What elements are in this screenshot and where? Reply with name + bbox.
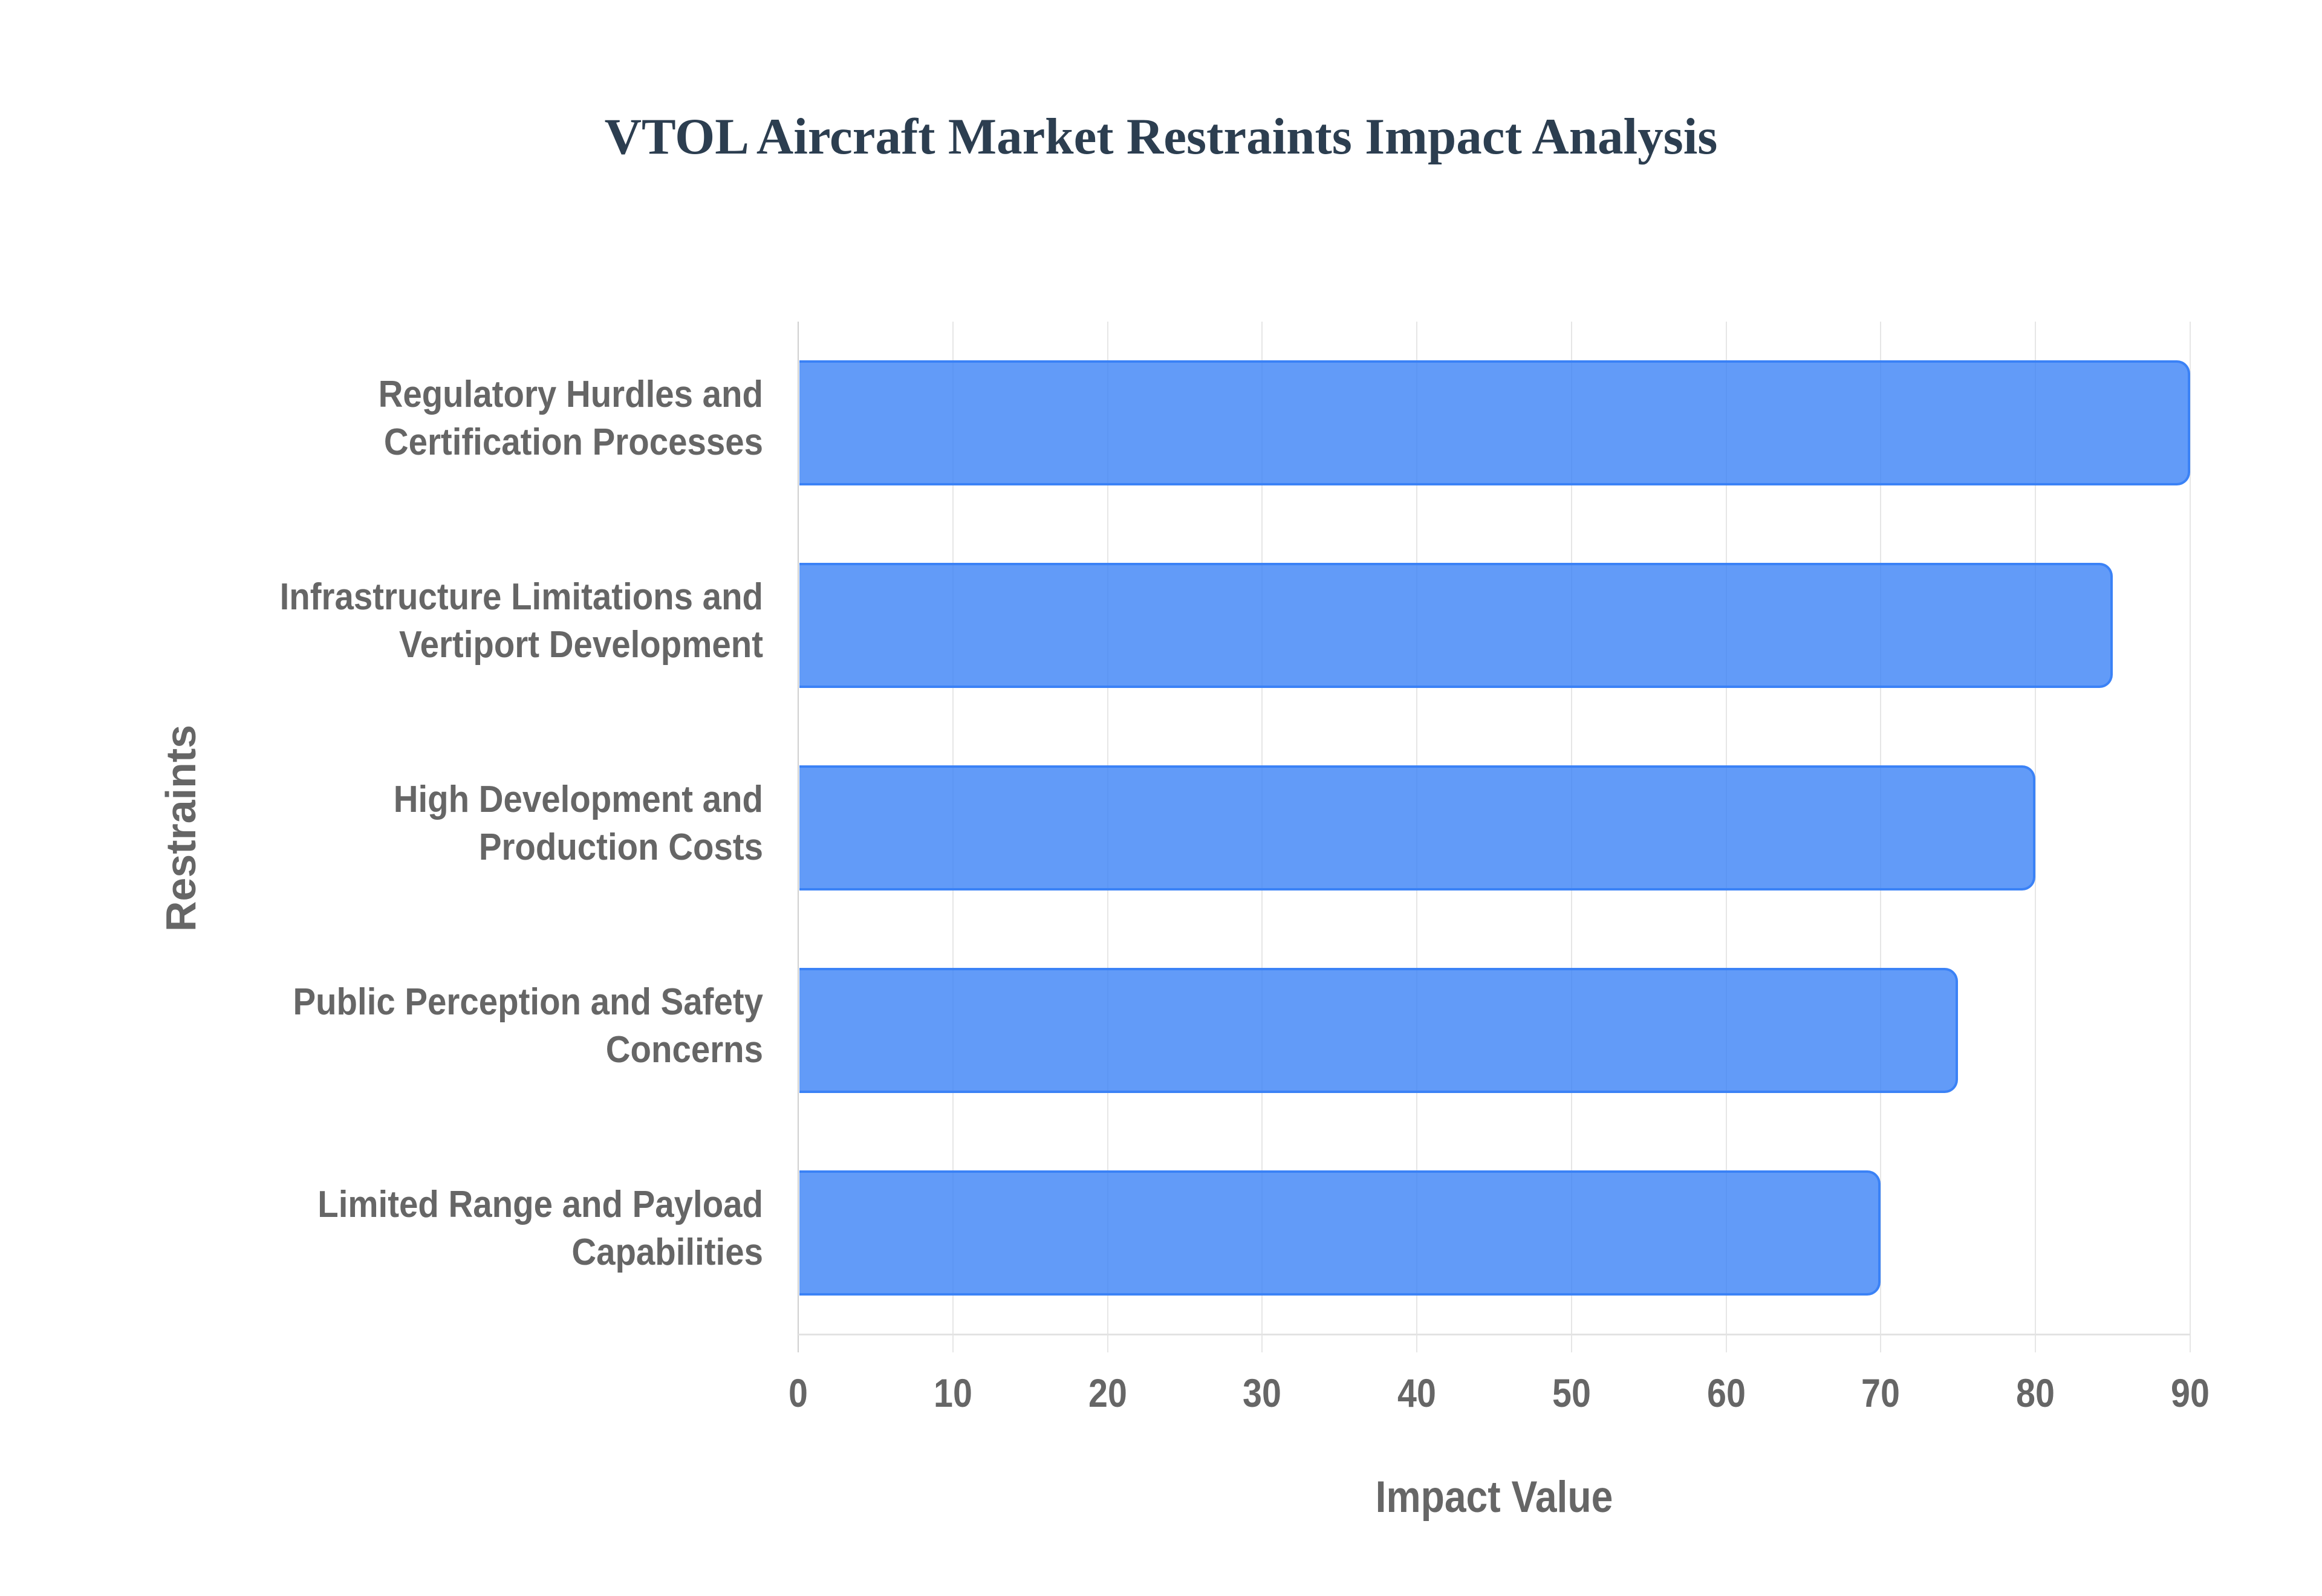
chart-title: VTOL Aircraft Market Restraints Impact A… bbox=[604, 108, 1718, 165]
category-label-line: Limited Range and Payload bbox=[317, 1183, 763, 1225]
x-tick-label: 60 bbox=[1706, 1371, 1746, 1415]
category-label: Infrastructure Limitations and Vertiport… bbox=[158, 573, 763, 669]
x-axis-line bbox=[798, 1334, 2190, 1335]
category-label-line: Production Costs bbox=[478, 826, 763, 868]
bar-limited-range[interactable] bbox=[799, 1170, 1881, 1296]
category-label: High Development and Production Costs bbox=[158, 776, 763, 871]
x-tick-label: 30 bbox=[1243, 1371, 1282, 1415]
category-label: Regulatory Hurdles and Certification Pro… bbox=[158, 371, 763, 466]
category-label-line: Vertiport Development bbox=[399, 623, 763, 666]
gridline bbox=[2035, 322, 2037, 1352]
bar-infrastructure-limitations[interactable] bbox=[799, 563, 2113, 688]
x-axis-title: Impact Value bbox=[1375, 1473, 1613, 1522]
x-tick-label: 90 bbox=[2171, 1371, 2210, 1415]
category-label-line: Infrastructure Limitations and bbox=[279, 576, 763, 618]
x-tick-label: 0 bbox=[789, 1371, 808, 1415]
bar-high-development-costs[interactable] bbox=[799, 765, 2036, 890]
category-label-line: Regulatory Hurdles and bbox=[378, 373, 763, 415]
bar-regulatory-hurdles[interactable] bbox=[799, 360, 2190, 485]
category-label-line: High Development and bbox=[393, 778, 763, 820]
category-label-line: Concerns bbox=[605, 1028, 763, 1071]
x-tick-label: 80 bbox=[2016, 1371, 2055, 1415]
category-label-line: Certification Processes bbox=[383, 421, 763, 463]
plot-area bbox=[798, 322, 2191, 1352]
gridline bbox=[2190, 322, 2191, 1352]
y-axis-line bbox=[798, 322, 799, 1352]
category-label: Public Perception and Safety Concerns bbox=[158, 978, 763, 1074]
category-label-line: Public Perception and Safety bbox=[293, 981, 763, 1023]
x-tick-label: 70 bbox=[1861, 1371, 1901, 1415]
x-tick-label: 50 bbox=[1552, 1371, 1591, 1415]
x-tick-label: 10 bbox=[933, 1371, 972, 1415]
bar-public-perception[interactable] bbox=[799, 968, 1959, 1093]
x-tick-label: 40 bbox=[1397, 1371, 1437, 1415]
category-label-line: Capabilities bbox=[571, 1231, 763, 1273]
x-tick-label: 20 bbox=[1088, 1371, 1127, 1415]
category-label: Limited Range and Payload Capabilities bbox=[158, 1181, 763, 1276]
